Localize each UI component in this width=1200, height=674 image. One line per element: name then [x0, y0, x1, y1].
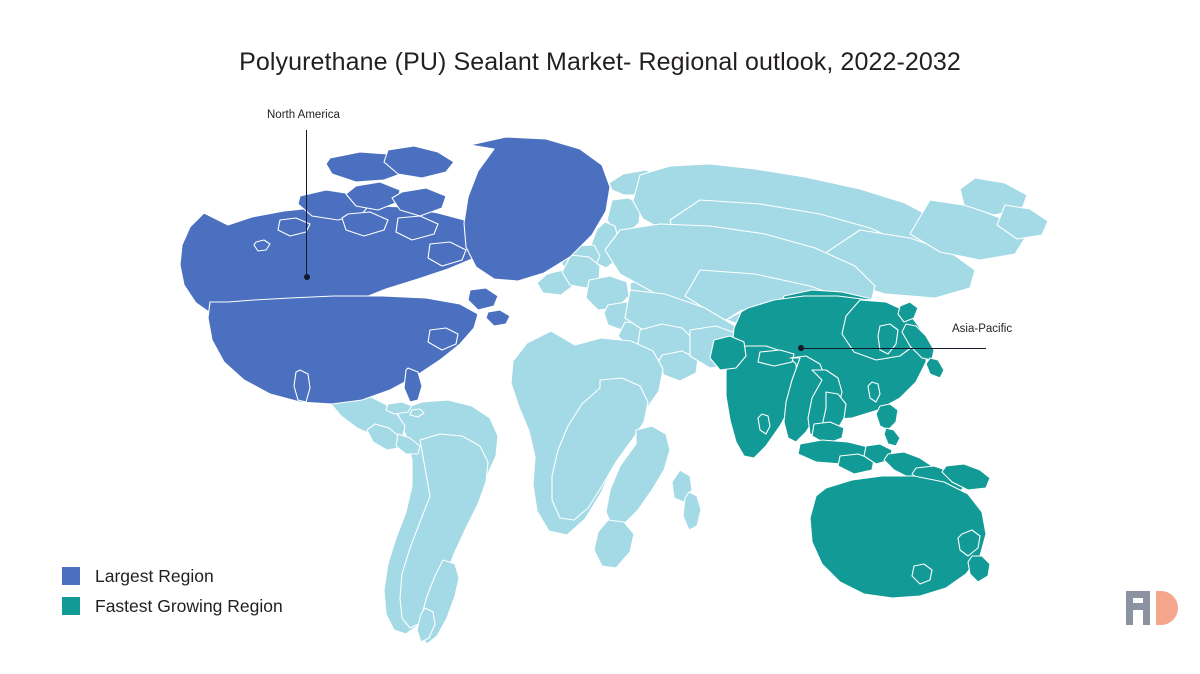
- page-title: Polyurethane (PU) Sealant Market- Region…: [239, 48, 961, 76]
- legend-item-largest-region: Largest Region: [62, 561, 283, 591]
- map-legend: Largest Region Fastest Growing Region: [62, 561, 283, 621]
- brand-logo: [1126, 591, 1178, 625]
- annotation-leader-line-north-america: [306, 130, 308, 277]
- annotation-marker-north-america: [303, 274, 310, 280]
- annotation-marker-asia-pacific: [798, 345, 804, 351]
- legend-label-largest-region: Largest Region: [95, 565, 214, 586]
- legend-swatch-largest-region: [62, 567, 80, 585]
- map-region-north-america: [179, 136, 611, 405]
- logo-d-glyph: [1156, 591, 1178, 625]
- annotation-label-asia-pacific: Asia-Pacific: [952, 323, 1013, 335]
- legend-label-fastest-growing-region: Fastest Growing Region: [95, 595, 283, 616]
- logo-r-glyph: [1126, 591, 1150, 625]
- annotation-label-north-america: North America: [267, 109, 340, 121]
- map-region-asia-pacific: [709, 289, 991, 599]
- annotation-leader-line-asia-pacific: [801, 347, 986, 349]
- legend-swatch-fastest-growing-region: [62, 597, 80, 615]
- legend-item-fastest-growing-region: Fastest Growing Region: [62, 591, 283, 621]
